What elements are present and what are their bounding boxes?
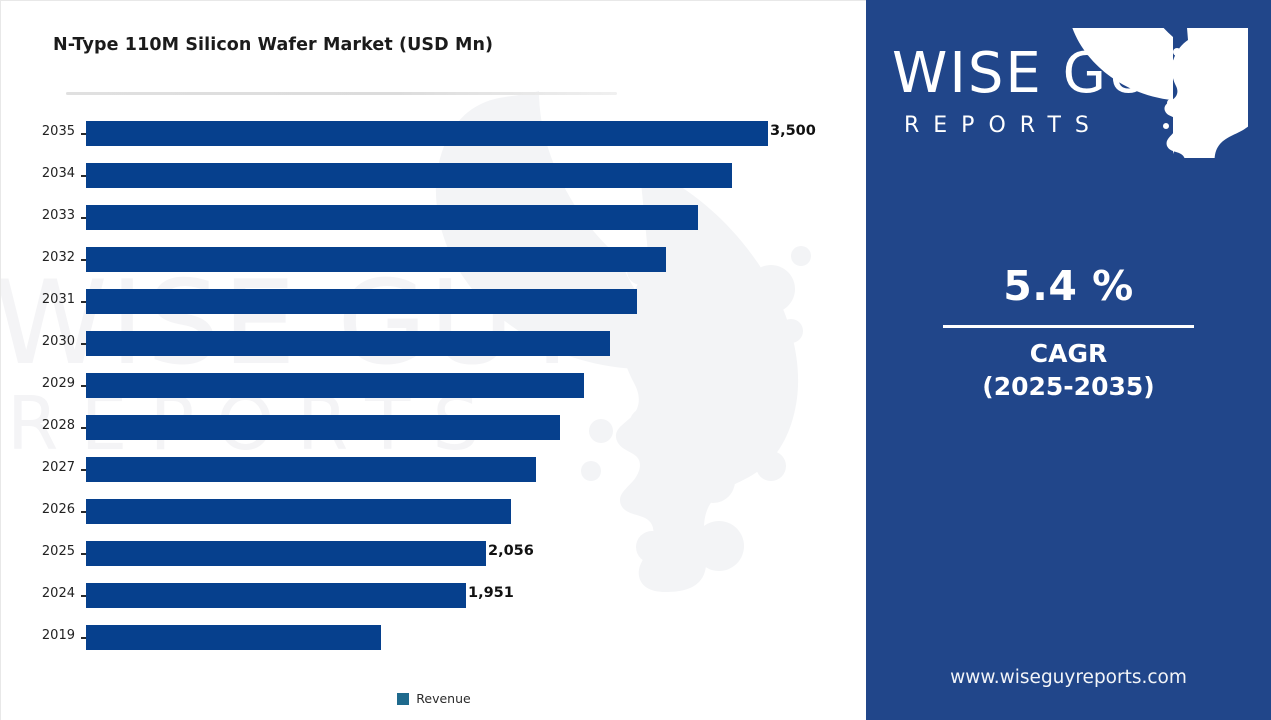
- bar-row: 2030: [42, 323, 826, 365]
- bar-value-label: 2,056: [488, 543, 534, 559]
- side-panel: WISE GUY REPORTS 5.4 %: [866, 0, 1271, 720]
- bar: [86, 373, 584, 398]
- cagr-divider: [943, 325, 1194, 328]
- axis-tick: [81, 175, 86, 177]
- chart-title: N-Type 110M Silicon Wafer Market (USD Mn…: [53, 35, 494, 55]
- bar-row: 2034: [42, 155, 826, 197]
- cagr-value: 5.4 %: [1003, 262, 1134, 310]
- bar: [86, 205, 698, 230]
- chart-legend: Revenue: [1, 691, 866, 706]
- logo-text-reports: REPORTS: [904, 113, 1103, 138]
- axis-tick: [81, 511, 86, 513]
- bar-value-label: 3,500: [770, 123, 816, 139]
- cagr-label-line2: (2025-2035): [982, 371, 1155, 401]
- bar-row: 2028: [42, 407, 826, 449]
- y-axis-label: 2025: [41, 544, 75, 559]
- axis-tick: [81, 301, 86, 303]
- bar: [86, 121, 768, 146]
- axis-tick: [81, 259, 86, 261]
- plot-area: 2035 3,500 2034 2033 2032 2031 2030 2029 2028 202…: [42, 113, 826, 663]
- y-axis-label: 2024: [41, 586, 75, 601]
- bar: [86, 331, 610, 356]
- y-axis-label: 2027: [41, 460, 75, 475]
- bar-row: 2024 1,951: [42, 575, 826, 617]
- bar-row: 2027: [42, 449, 826, 491]
- bar-value-label: 1,951: [468, 585, 514, 601]
- bar: [86, 499, 511, 524]
- y-axis-label: 2032: [41, 250, 75, 265]
- site-url: www.wiseguyreports.com: [950, 667, 1187, 688]
- bar-row: 2031: [42, 281, 826, 323]
- bar: [86, 583, 466, 608]
- axis-tick: [81, 385, 86, 387]
- bar: [86, 625, 381, 650]
- y-axis-label: 2034: [41, 166, 75, 181]
- y-axis-label: 2035: [41, 124, 75, 139]
- bar-row: 2025 2,056: [42, 533, 826, 575]
- axis-tick: [81, 637, 86, 639]
- y-axis-label: 2031: [41, 292, 75, 307]
- bar-row: 2033: [42, 197, 826, 239]
- axis-tick: [81, 553, 86, 555]
- y-axis-label: 2028: [41, 418, 75, 433]
- bar-row: 2032: [42, 239, 826, 281]
- axis-tick: [81, 133, 86, 135]
- axis-tick: [81, 595, 86, 597]
- bar-row: 2019: [42, 617, 826, 659]
- bar: [86, 541, 486, 566]
- axis-tick: [81, 217, 86, 219]
- y-axis-label: 2019: [41, 628, 75, 643]
- bar: [86, 289, 637, 314]
- cagr-label-line1: CAGR: [1029, 339, 1108, 368]
- y-axis-label: 2033: [41, 208, 75, 223]
- bar: [86, 247, 666, 272]
- chart-panel: WISE GUY REPORTS: [0, 0, 866, 720]
- bar: [86, 163, 732, 188]
- axis-tick: [81, 427, 86, 429]
- bar-row: 2029: [42, 365, 826, 407]
- y-axis-label: 2029: [41, 376, 75, 391]
- y-axis-label: 2030: [41, 334, 75, 349]
- bar-row: 2026: [42, 491, 826, 533]
- title-divider: [66, 92, 617, 95]
- y-axis-label: 2026: [41, 502, 75, 517]
- legend-swatch-revenue: [397, 692, 410, 705]
- wiseguy-reports-logo: WISE GUY REPORTS: [892, 28, 1248, 158]
- legend-label-revenue: Revenue: [416, 691, 471, 706]
- bar: [86, 415, 560, 440]
- bar-row: 2035 3,500: [42, 113, 826, 155]
- axis-tick: [81, 343, 86, 345]
- axis-tick: [81, 469, 86, 471]
- cagr-label: CAGR (2025-2035): [866, 338, 1271, 403]
- logo-head-icon: [1072, 28, 1248, 158]
- bar: [86, 457, 536, 482]
